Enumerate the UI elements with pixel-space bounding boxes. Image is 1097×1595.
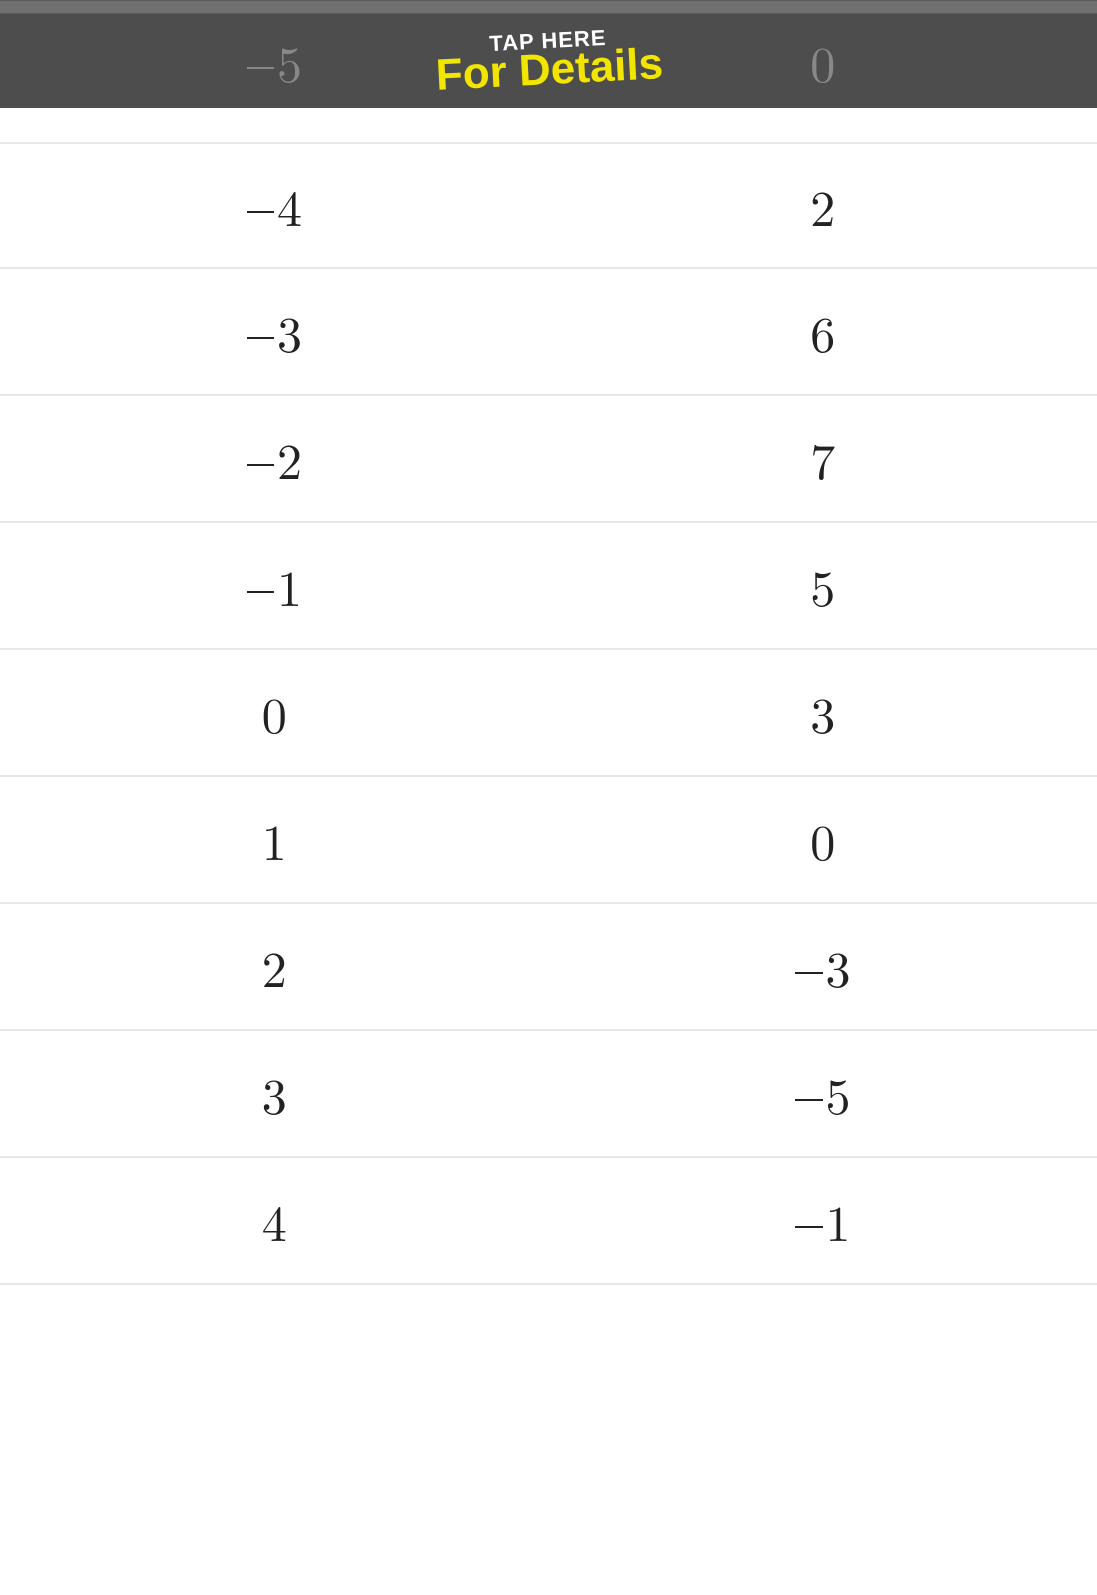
table-row: 2 3 [0,904,1097,1031]
table-row: 2 7 [0,396,1097,523]
table-row: 4 1 [0,1158,1097,1285]
table-cell-right: 3 [549,677,1097,748]
table-cell-left: 3 [0,1058,549,1129]
banner-cta-line2: For Details [434,42,663,98]
table-cell-left: 1 [0,550,549,621]
table-cell-left: 0 [0,677,549,748]
table-cell-left: 1 [0,804,549,875]
table-cell-right: 1 [549,1185,1097,1256]
table-cell-left: 4 [0,1185,549,1256]
data-table: 4 2 3 6 2 7 1 5 0 3 1 0 2 3 3 5 4 1 [0,142,1097,1285]
table-cell-right: 5 [549,1058,1097,1129]
ad-banner[interactable]: 5 0 TAP HERE For Details [0,14,1097,108]
table-cell-left: 2 [0,931,549,1002]
table-row: 4 2 [0,142,1097,269]
table-row: 3 6 [0,269,1097,396]
table-row: 3 5 [0,1031,1097,1158]
table-cell-right: 7 [549,423,1097,494]
banner-cta[interactable]: TAP HERE For Details [433,24,663,98]
table-cell-right: 5 [549,550,1097,621]
table-row: 0 3 [0,650,1097,777]
table-cell-right: 6 [549,296,1097,367]
top-strip [0,0,1097,14]
table-cell-right: 0 [549,804,1097,875]
table-cell-left: 4 [0,170,549,241]
table-row: 1 0 [0,777,1097,904]
table-cell-left: 3 [0,296,549,367]
page-bottom-space [0,1285,1097,1595]
table-cell-left: 2 [0,423,549,494]
table-cell-right: 2 [549,170,1097,241]
table-cell-right: 3 [549,931,1097,1002]
table-row: 1 5 [0,523,1097,650]
